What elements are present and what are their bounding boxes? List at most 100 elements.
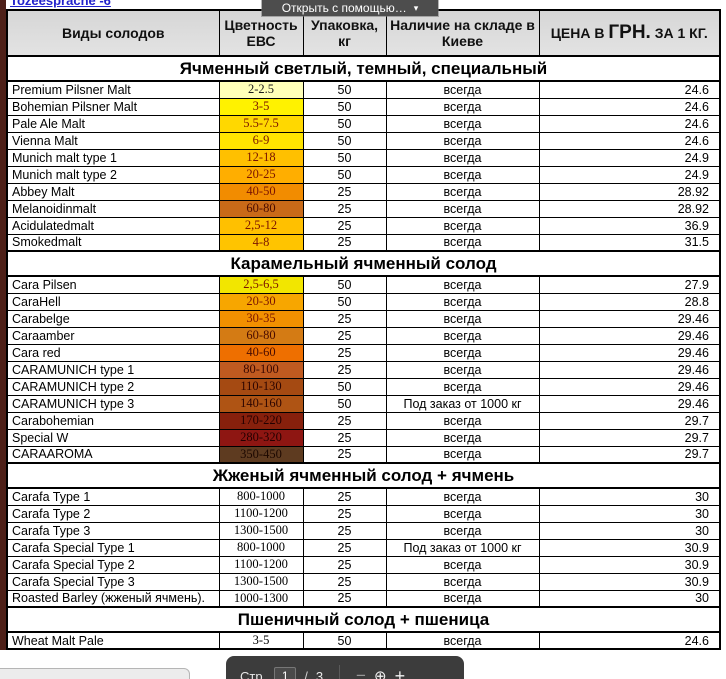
page-number-input[interactable]: 1	[274, 667, 297, 679]
ebc-color-cell: 1000-1300	[218, 589, 304, 608]
stock-cell: всегда	[385, 555, 540, 574]
table-row: CaraHell 20-30 50 всегда 28.8	[6, 292, 721, 311]
malt-name-cell: Cara red	[6, 343, 220, 362]
table-row: Wheat Malt Pale 3-5 50 всегда 24.6	[6, 631, 721, 650]
price-cell: 29.46	[538, 377, 721, 396]
status-bubble	[0, 668, 190, 679]
packaging-cell: 25	[302, 538, 387, 557]
stock-cell: всегда	[385, 233, 540, 252]
section-title: Жженый ячменный солод + ячмень	[6, 462, 721, 489]
table-row: Carafa Special Type 3 1300-1500 25 всегда 30…	[6, 572, 721, 591]
malt-name-cell: Munich malt type 1	[6, 148, 220, 167]
table-row: CARAAROMA 350-450 25 всегда 29.7	[6, 445, 721, 464]
ebc-color-cell: 80-100	[218, 360, 304, 379]
price-cell: 29.46	[538, 343, 721, 362]
ebc-color-cell: 800-1000	[218, 538, 304, 557]
malt-name-cell: Cara Pilsen	[6, 275, 220, 294]
malt-name-cell: Premium Pilsner Malt	[6, 80, 220, 99]
price-cell: 30	[538, 521, 721, 540]
malt-name-cell: Melanoidinmalt	[6, 199, 220, 218]
ebc-color-cell: 20-30	[218, 292, 304, 311]
zoom-in-icon[interactable]: +	[394, 665, 406, 679]
open-with-button[interactable]: Открыть с помощью… ▾	[262, 0, 438, 16]
stock-cell: всегда	[385, 521, 540, 540]
stock-cell: всегда	[385, 504, 540, 523]
table-row: Premium Pilsner Malt 2-2.5 50 всегда 24.6	[6, 80, 721, 99]
ebc-color-cell: 1100-1200	[218, 504, 304, 523]
header-price-pre: ЦЕНА В	[550, 25, 609, 42]
ebc-color-cell: 5.5-7.5	[218, 114, 304, 133]
malt-price-table: Виды солодов Цветность ЕВС Упаковка, кг …	[6, 9, 721, 650]
table-header-row: Виды солодов Цветность ЕВС Упаковка, кг …	[6, 9, 721, 57]
price-cell: 28.8	[538, 292, 721, 311]
packaging-cell: 25	[302, 572, 387, 591]
packaging-cell: 25	[302, 445, 387, 464]
packaging-cell: 25	[302, 589, 387, 608]
table-row: CARAMUNICH type 1 80-100 25 всегда 29.46	[6, 360, 721, 379]
table-row: CARAMUNICH type 3 140-160 50 Под заказ от 1…	[6, 394, 721, 413]
stock-cell: всегда	[385, 589, 540, 608]
page-separator: /	[304, 668, 308, 679]
stock-cell: всегда	[385, 114, 540, 133]
price-cell: 28.92	[538, 182, 721, 201]
price-cell: 27.9	[538, 275, 721, 294]
malt-table-body: Ячменный светлый, темный, специальный Pre…	[6, 55, 721, 650]
malt-name-cell: CARAMUNICH type 1	[6, 360, 220, 379]
price-cell: 24.6	[538, 97, 721, 116]
ebc-color-cell: 20-25	[218, 165, 304, 184]
malt-name-cell: Abbey Malt	[6, 182, 220, 201]
packaging-cell: 25	[302, 233, 387, 252]
section-title: Пшеничный солод + пшеница	[6, 606, 721, 633]
stock-cell: всегда	[385, 343, 540, 362]
stock-cell: всегда	[385, 97, 540, 116]
malt-name-cell: Acidulatedmalt	[6, 216, 220, 235]
price-cell: 24.9	[538, 165, 721, 184]
packaging-cell: 25	[302, 555, 387, 574]
zoom-out-icon[interactable]: −	[356, 666, 366, 679]
price-cell: 30	[538, 504, 721, 523]
section-header-row: Карамельный ячменный солод	[6, 250, 721, 277]
malt-name-cell: Bohemian Pilsner Malt	[6, 97, 220, 116]
ebc-color-cell: 30-35	[218, 309, 304, 328]
malt-name-cell: Wheat Malt Pale	[6, 631, 220, 650]
table-row: Caraamber 60-80 25 всегда 29.46	[6, 326, 721, 345]
price-cell: 29.7	[538, 411, 721, 430]
ebc-color-cell: 350-450	[218, 445, 304, 464]
packaging-cell: 25	[302, 309, 387, 328]
price-cell: 31.5	[538, 233, 721, 252]
ebc-color-cell: 170-220	[218, 411, 304, 430]
packaging-cell: 50	[302, 114, 387, 133]
ebc-color-cell: 60-80	[218, 199, 304, 218]
malt-name-cell: Carafa Special Type 3	[6, 572, 220, 591]
packaging-cell: 50	[302, 377, 387, 396]
price-cell: 24.6	[538, 631, 721, 650]
table-row: Bohemian Pilsner Malt 3-5 50 всегда 24.6	[6, 97, 721, 116]
price-cell: 28.92	[538, 199, 721, 218]
table-row: Vienna Malt 6-9 50 всегда 24.6	[6, 131, 721, 150]
price-cell: 30.9	[538, 572, 721, 591]
ebc-color-cell: 6-9	[218, 131, 304, 150]
price-cell: 29.46	[538, 326, 721, 345]
table-row: Pale Ale Malt 5.5-7.5 50 всегда 24.6	[6, 114, 721, 133]
malt-name-cell: Carafa Special Type 1	[6, 538, 220, 557]
malt-name-cell: Pale Ale Malt	[6, 114, 220, 133]
header-ebc-color: Цветность ЕВС	[218, 9, 304, 57]
stock-cell: Под заказ от 1000 кг	[385, 538, 540, 557]
page-total: 3	[315, 668, 324, 679]
stock-cell: всегда	[385, 148, 540, 167]
malt-name-cell: Carafa Type 1	[6, 487, 220, 506]
malt-name-cell: CARAAROMA	[6, 445, 220, 464]
packaging-cell: 25	[302, 326, 387, 345]
zoom-fit-icon[interactable]: ⊕	[373, 668, 387, 679]
price-cell: 24.9	[538, 148, 721, 167]
open-with-label: Открыть с помощью…	[281, 1, 407, 15]
top-document-link[interactable]: Tozeesprache -6	[10, 0, 111, 8]
header-price-currency: ГРН.	[608, 22, 651, 44]
price-cell: 36.9	[538, 216, 721, 235]
table-row: Carafa Special Type 2 1100-1200 25 всегда 30…	[6, 555, 721, 574]
packaging-cell: 50	[302, 631, 387, 650]
table-row: Abbey Malt 40-50 25 всегда 28.92	[6, 182, 721, 201]
stock-cell: всегда	[385, 182, 540, 201]
page-toolbar: Стр. 1 / 3 − ⊕ +	[226, 656, 464, 679]
